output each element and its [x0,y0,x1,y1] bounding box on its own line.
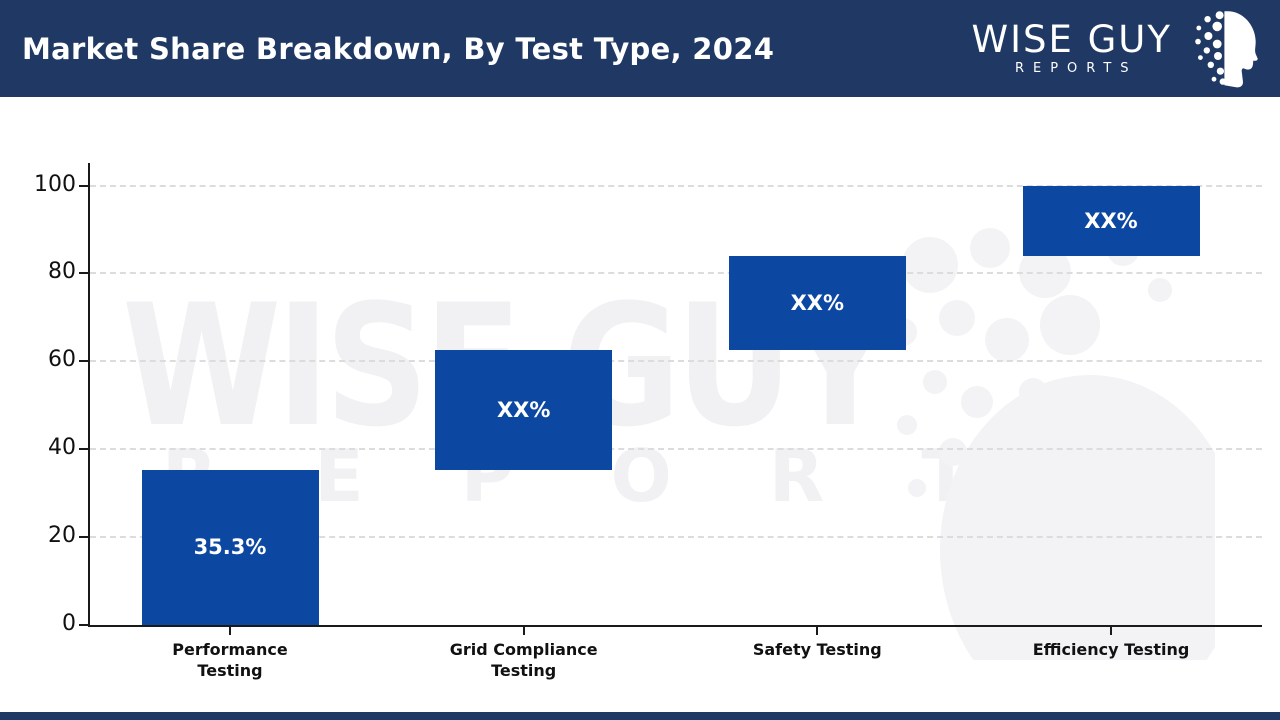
gridline-y40 [90,448,1262,451]
x-tick-2 [522,627,525,635]
gridline-y20 [90,536,1262,539]
category-label-3: Safety Testing [752,640,882,659]
x-tick-4 [1110,627,1112,635]
watermark-head-icon [889,228,1215,660]
bar-2: XX% [435,350,613,470]
gridline-y60 [90,360,1262,363]
bar-value-label: XX% [1084,208,1138,233]
bar-3: XX% [728,255,906,351]
wiseguy-logo: WISE GUY REPORTS [972,9,1258,89]
y-tick-label-20: 20 [48,523,76,549]
logo-subtitle: REPORTS [1014,61,1138,76]
gridline-y80 [90,272,1262,275]
y-tick-label-100: 100 [34,171,76,197]
wiseguy-logo-text: WISE GUY REPORTS [972,21,1172,76]
y-tick-60 [79,360,88,363]
y-tick-80 [79,272,88,275]
logo-wordmark: WISE GUY [971,18,1172,61]
bar-value-label: XX% [496,398,551,423]
y-tick-0 [79,624,88,626]
y-tick-100 [79,184,88,187]
y-tick-label-60: 60 [48,347,76,373]
chart-title: Market Share Breakdown, By Test Type, 20… [22,31,775,66]
bar-1: 35.3% [141,469,319,625]
y-tick-label-0: 0 [62,611,76,636]
y-tick-20 [79,536,88,539]
y-tick-40 [79,448,88,451]
x-axis-line [88,625,1262,627]
bar-4: XX% [1022,185,1200,256]
y-tick-label-40: 40 [48,435,76,461]
category-label-4: Efficiency Testing [1032,640,1190,659]
bar-value-label: XX% [790,291,845,316]
bar-value-label: 35.3% [193,535,267,560]
category-label-2: Grid Compliance Testing [449,640,598,680]
footer-bar [0,712,1280,720]
header-bar: Market Share Breakdown, By Test Type, 20… [0,0,1280,97]
x-tick-3 [816,627,819,635]
wiseguy-head-icon [1195,10,1258,87]
gridline-y100 [90,184,1262,187]
category-label-1: Performance Testing [172,640,288,680]
y-tick-label-80: 80 [48,259,76,285]
x-tick-1 [229,627,231,635]
y-axis-line [88,163,90,627]
